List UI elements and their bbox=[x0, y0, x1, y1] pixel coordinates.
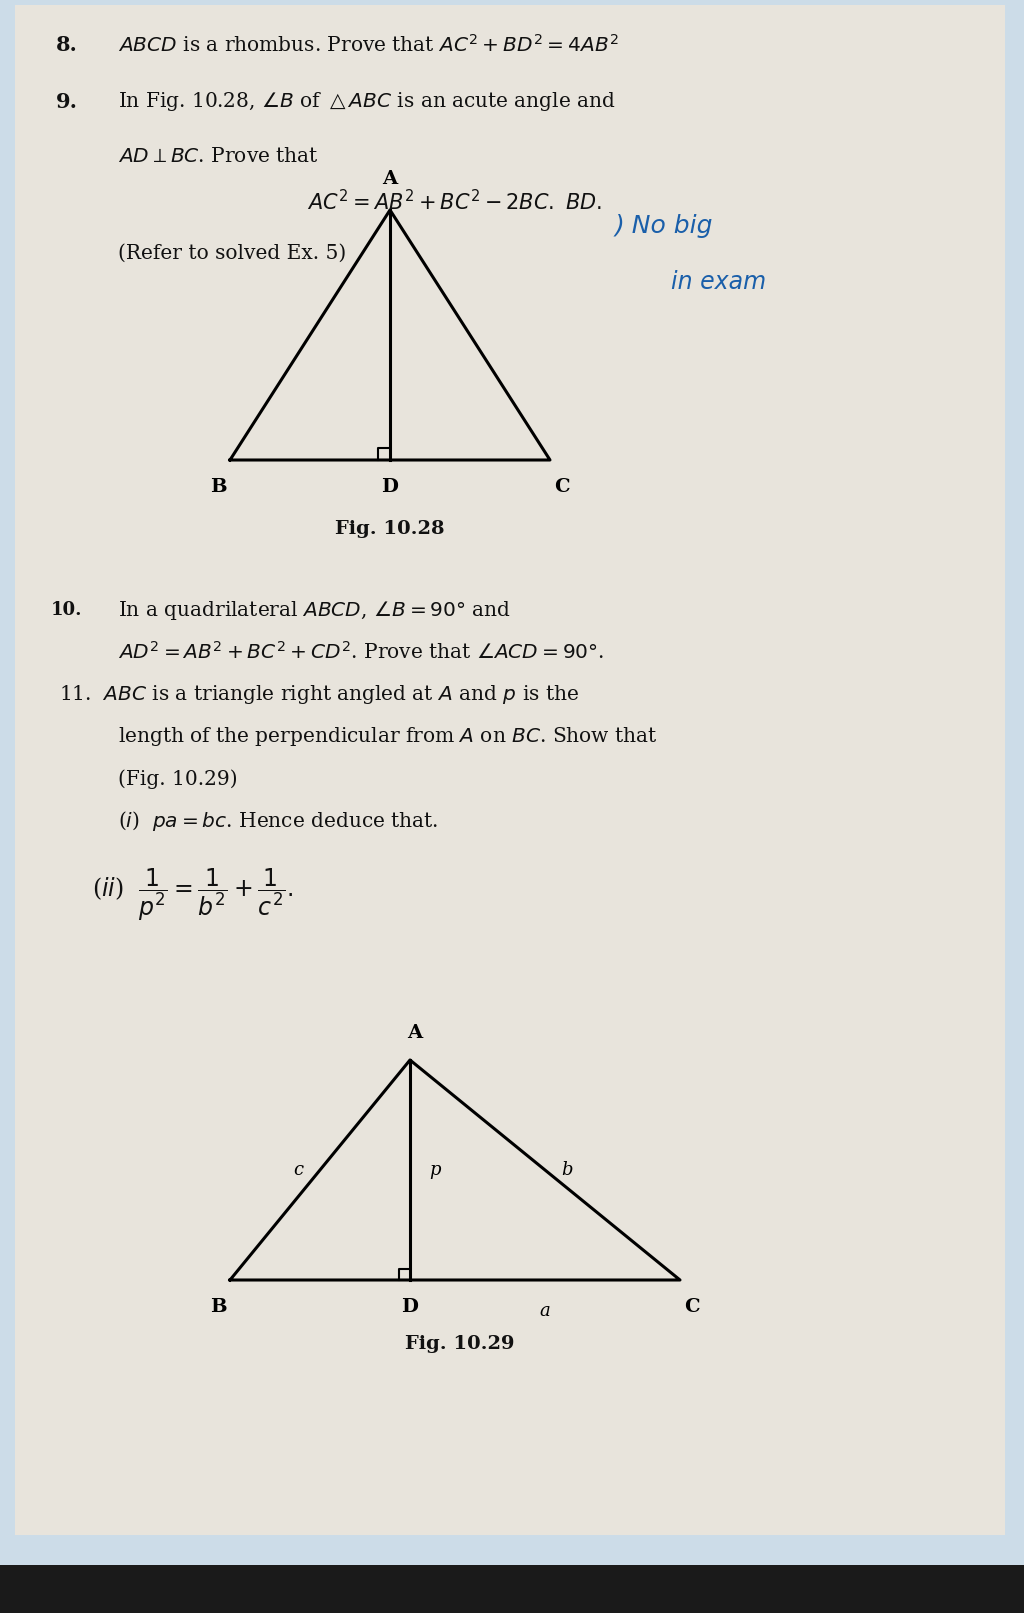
Text: C: C bbox=[684, 1298, 699, 1316]
Circle shape bbox=[45, 79, 88, 124]
Circle shape bbox=[45, 589, 88, 632]
Text: B: B bbox=[210, 477, 226, 497]
Text: 10.: 10. bbox=[51, 602, 82, 619]
Text: A: A bbox=[382, 169, 397, 189]
Text: Fig. 10.29: Fig. 10.29 bbox=[406, 1336, 515, 1353]
Text: $AC^2 = AB^2 + BC^2 - 2BC.\ BD.$: $AC^2 = AB^2 + BC^2 - 2BC.\ BD.$ bbox=[307, 189, 602, 215]
Bar bbox=[0, 1565, 1024, 1613]
Text: ($ii$)  $\dfrac{1}{p^2} = \dfrac{1}{b^2} + \dfrac{1}{c^2}.$: ($ii$) $\dfrac{1}{p^2} = \dfrac{1}{b^2} … bbox=[92, 866, 293, 923]
Text: (Refer to solved Ex. 5): (Refer to solved Ex. 5) bbox=[118, 244, 346, 263]
Text: length of the perpendicular from $A$ on $BC$. Show that: length of the perpendicular from $A$ on … bbox=[118, 726, 657, 748]
Text: C: C bbox=[554, 477, 569, 497]
Circle shape bbox=[45, 23, 88, 68]
Text: D: D bbox=[401, 1298, 419, 1316]
Text: $AD^2 = AB^2 + BC^2 + CD^2$. Prove that $\angle ACD = 90°$.: $AD^2 = AB^2 + BC^2 + CD^2$. Prove that … bbox=[118, 640, 604, 663]
Text: (Fig. 10.29): (Fig. 10.29) bbox=[118, 769, 238, 789]
Text: 11.  $ABC$ is a triangle right angled at $A$ and $p$ is the: 11. $ABC$ is a triangle right angled at … bbox=[59, 684, 580, 706]
Text: In Fig. 10.28, $\angle B$ of $\triangle ABC$ is an acute angle and: In Fig. 10.28, $\angle B$ of $\triangle … bbox=[118, 90, 615, 113]
Text: 9.: 9. bbox=[55, 92, 78, 111]
Text: 8.: 8. bbox=[55, 35, 78, 55]
Text: A: A bbox=[408, 1024, 423, 1042]
Text: in exam: in exam bbox=[671, 271, 766, 294]
Text: Fig. 10.28: Fig. 10.28 bbox=[335, 519, 444, 539]
Text: p: p bbox=[429, 1161, 440, 1179]
Text: D: D bbox=[382, 477, 398, 497]
Text: ) No big: ) No big bbox=[614, 215, 713, 237]
Text: $AD \perp BC$. Prove that: $AD \perp BC$. Prove that bbox=[118, 147, 318, 166]
Text: In a quadrilateral $ABCD$, $\angle B = 90°$ and: In a quadrilateral $ABCD$, $\angle B = 9… bbox=[118, 598, 511, 621]
Text: c: c bbox=[293, 1161, 303, 1179]
Text: B: B bbox=[210, 1298, 226, 1316]
Text: $ABCD$ is a rhombus. Prove that $AC^2 + BD^2 = 4AB^2$: $ABCD$ is a rhombus. Prove that $AC^2 + … bbox=[118, 34, 618, 56]
Text: b: b bbox=[561, 1161, 572, 1179]
Text: a: a bbox=[540, 1302, 550, 1319]
Text: ($i$)  $pa = bc$. Hence deduce that.: ($i$) $pa = bc$. Hence deduce that. bbox=[118, 810, 438, 832]
